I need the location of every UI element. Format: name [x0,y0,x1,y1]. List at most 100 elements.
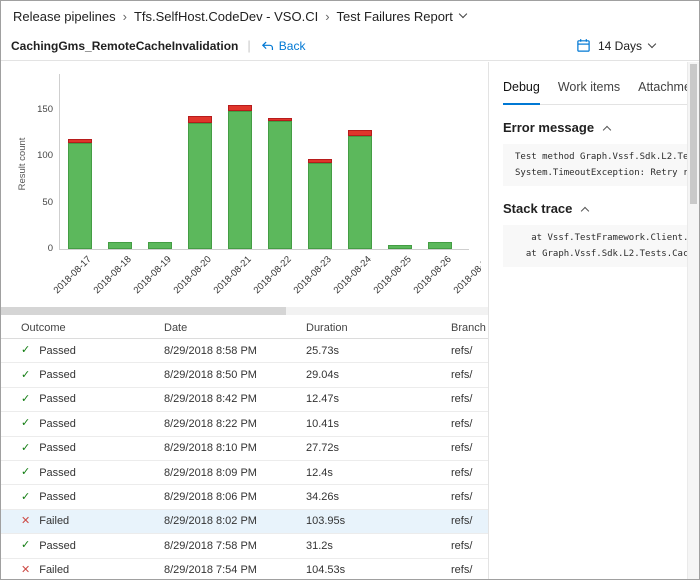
horizontal-scrollbar[interactable] [1,307,488,315]
y-axis-tick-label: 50 [42,196,53,208]
outcome-label: Passed [39,344,76,357]
duration-cell: 103.95s [306,515,346,528]
outcome-cell: ✓ Passed [21,369,164,381]
content-body: Result count 2018-08-17 2018-08-18 2018-08… [1,62,699,579]
bar-failed-segment[interactable] [188,116,212,123]
bar-passed-segment[interactable] [428,241,452,249]
collapse-chevron-up-icon [602,125,612,134]
table-row[interactable]: ✓ Passed 8/29/2018 8:58 PM 25.73s refs/ [1,339,488,364]
y-axis-tick-label: 150 [37,103,53,115]
bar-passed-segment[interactable] [68,142,92,249]
vertical-scrollbar-thumb[interactable] [690,64,697,204]
chart-y-axis-title: Result count [17,137,28,191]
branch-cell: refs/ [451,515,473,528]
panel-sections: Error message Test method Graph.Vssf.Sdk.… [503,120,687,267]
table-row[interactable]: ✓ Passed 8/29/2018 8:10 PM 27.72s refs/ [1,436,488,461]
section-title: Stack trace [503,201,573,216]
outcome-cell: ✓ Passed [21,491,164,503]
column-header-branch[interactable]: Branch [451,321,486,334]
y-axis-tick-label: 100 [37,150,53,161]
failed-icon: ✕ [21,515,31,527]
results-table-header: Outcome Date Duration Branch [1,317,488,339]
breadcrumb-separator: › [122,8,127,24]
outcome-label: Failed [39,515,70,528]
date-cell: 8/29/2018 8:09 PM [164,466,257,479]
breadcrumb-item[interactable]: Release pipelines [13,8,116,24]
outcome-cell: ✓ Passed [21,345,164,357]
test-name: CachingGms_RemoteCacheInvalidation [11,38,239,53]
bar-passed-segment[interactable] [148,241,172,249]
date-cell: 8/29/2018 8:22 PM [164,417,257,430]
calendar-icon [577,39,590,52]
panel-section: Error message Test method Graph.Vssf.Sdk.… [503,120,687,186]
table-row[interactable]: ✓ Passed 8/29/2018 8:09 PM 12.4s refs/ [1,460,488,486]
table-row[interactable]: ✕ Failed 8/29/2018 8:02 PM 103.95s refs/ [1,509,488,535]
duration-cell: 12.4s [306,466,333,479]
subheader: CachingGms_RemoteCacheInvalidation | Bac… [1,31,699,61]
bar-passed-segment[interactable] [388,245,412,249]
outcome-label: Passed [39,466,76,479]
table-row[interactable]: ✓ Passed 8/29/2018 8:22 PM 10.41s refs/ [1,412,488,437]
tab-attachments[interactable]: Attachments [638,80,687,94]
date-cell: 8/29/2018 8:58 PM [164,344,257,357]
table-row[interactable]: ✕ Failed 8/29/2018 7:54 PM 104.53s refs/ [1,558,488,579]
divider: | [247,38,251,53]
details-panel: Debug Work items Attachments Error message… [488,62,687,579]
date-cell: 8/29/2018 8:02 PM [164,515,257,528]
collapse-chevron-up-icon [581,206,590,215]
duration-cell: 29.04s [306,369,340,382]
bar-passed-segment[interactable] [268,120,292,249]
chart-plot: 2018-08-17 2018-08-18 2018-08-19 2018-08-20… [52,74,481,296]
duration-cell: 12.47s [306,393,340,406]
date-range-dropdown[interactable]: 14 Days [576,38,657,53]
outcome-label: Passed [39,539,76,552]
date-cell: 8/29/2018 8:50 PM [164,369,257,382]
breadcrumb-item[interactable]: Tfs.SelfHost.CodeDev - VSO.CI [133,8,319,24]
table-row[interactable]: ✓ Passed 8/29/2018 7:58 PM 31.2s refs/ [1,534,488,559]
column-header-date[interactable]: Date [164,321,188,334]
breadcrumb-item[interactable]: Test Failures Report [336,8,453,24]
outcome-cell: ✓ Passed [21,540,164,552]
section-header[interactable]: Error message [503,120,687,135]
date-cell: 8/29/2018 7:54 PM [164,564,257,577]
table-row[interactable]: ✓ Passed 8/29/2018 8:50 PM 29.04s refs/ [1,363,488,388]
section-header[interactable]: Stack trace [503,201,687,216]
results-table-body: ✓ Passed 8/29/2018 8:58 PM 25.73s refs/ ✓ Pass… [1,339,488,579]
passed-icon: ✓ [21,442,31,454]
date-cell: 8/29/2018 8:06 PM [164,491,257,504]
bar-passed-segment[interactable] [308,163,332,249]
bar-failed-segment[interactable] [68,139,92,143]
vertical-scrollbar[interactable] [687,62,699,579]
table-row[interactable]: ✓ Passed 8/29/2018 8:42 PM 12.47s refs/ [1,387,488,413]
bar-passed-segment[interactable] [108,241,132,249]
duration-cell: 31.2s [306,539,333,552]
bar-failed-segment[interactable] [268,117,292,121]
date-cell: 8/29/2018 8:42 PM [164,393,257,406]
branch-cell: refs/ [451,417,473,430]
outcome-cell: ✓ Passed [21,442,164,454]
bar-failed-segment[interactable] [228,104,252,112]
branch-cell: refs/ [451,564,473,577]
back-label: Back [278,38,306,53]
code-block: Test method Graph.Vssf.Sdk.L2.Tests.C Sys… [503,144,687,186]
bar-passed-segment[interactable] [348,135,372,249]
code-line: System.TimeoutException: Retry reache [515,168,687,178]
column-header-outcome[interactable]: Outcome [21,321,66,334]
date-cell: 8/29/2018 8:10 PM [164,442,257,455]
tab-debug[interactable]: Debug [503,80,540,105]
outcome-cell: ✓ Passed [21,418,164,430]
outcome-label: Failed [39,564,70,577]
bar-failed-segment[interactable] [348,129,372,136]
bar-passed-segment[interactable] [228,111,252,249]
left-pane: Result count 2018-08-17 2018-08-18 2018-08… [1,62,488,579]
table-row[interactable]: ✓ Passed 8/29/2018 8:06 PM 34.26s refs/ [1,485,488,510]
back-button[interactable]: Back [260,38,306,53]
bar-failed-segment[interactable] [308,158,332,164]
duration-cell: 27.72s [306,442,340,455]
bar-passed-segment[interactable] [188,122,212,249]
panel-tabs: Debug Work items Attachments [503,80,687,105]
column-header-duration[interactable]: Duration [306,321,348,334]
tab-work-items[interactable]: Work items [557,80,621,94]
date-range-label: 14 Days [597,38,642,53]
horizontal-scrollbar-thumb[interactable] [1,307,286,315]
